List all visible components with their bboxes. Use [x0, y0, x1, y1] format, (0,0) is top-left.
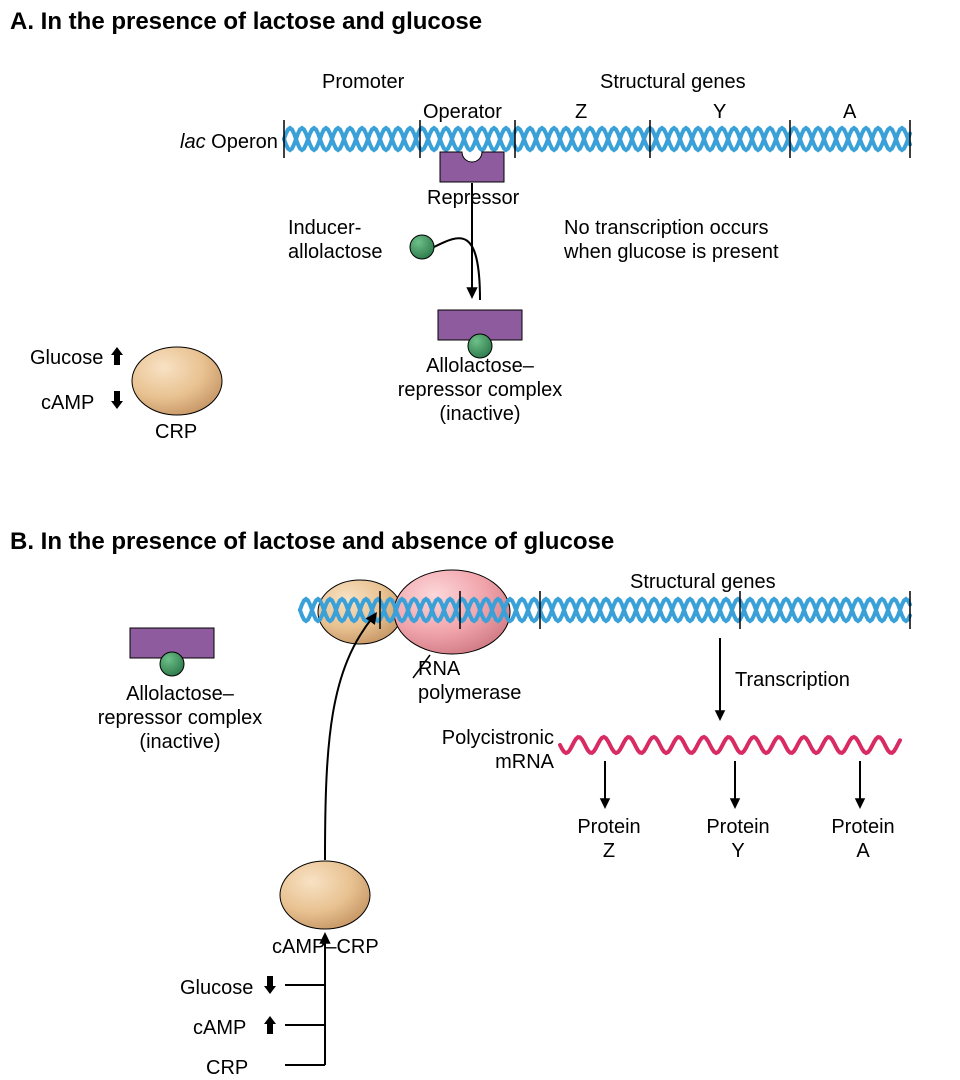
figure-root: A. In the presence of lactose and glucos…: [0, 0, 960, 1080]
diagram-svg: [0, 0, 960, 1080]
